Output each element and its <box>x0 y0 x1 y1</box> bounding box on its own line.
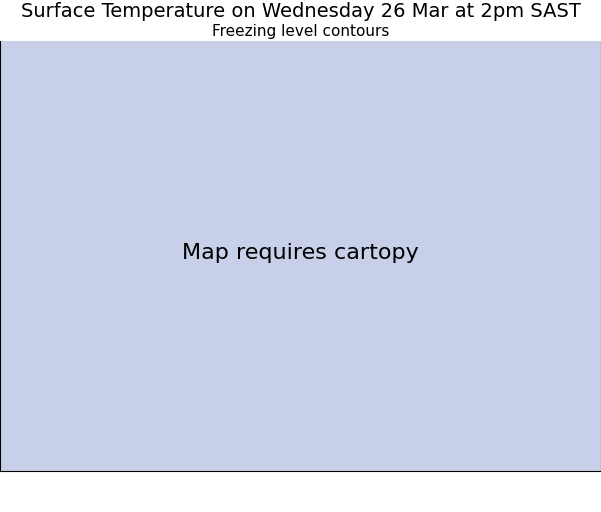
Text: Map requires cartopy: Map requires cartopy <box>182 243 419 264</box>
Text: Surface Temperature on Wednesday 26 Mar at 2pm SAST: Surface Temperature on Wednesday 26 Mar … <box>20 2 581 21</box>
Text: Freezing level contours: Freezing level contours <box>212 25 389 39</box>
